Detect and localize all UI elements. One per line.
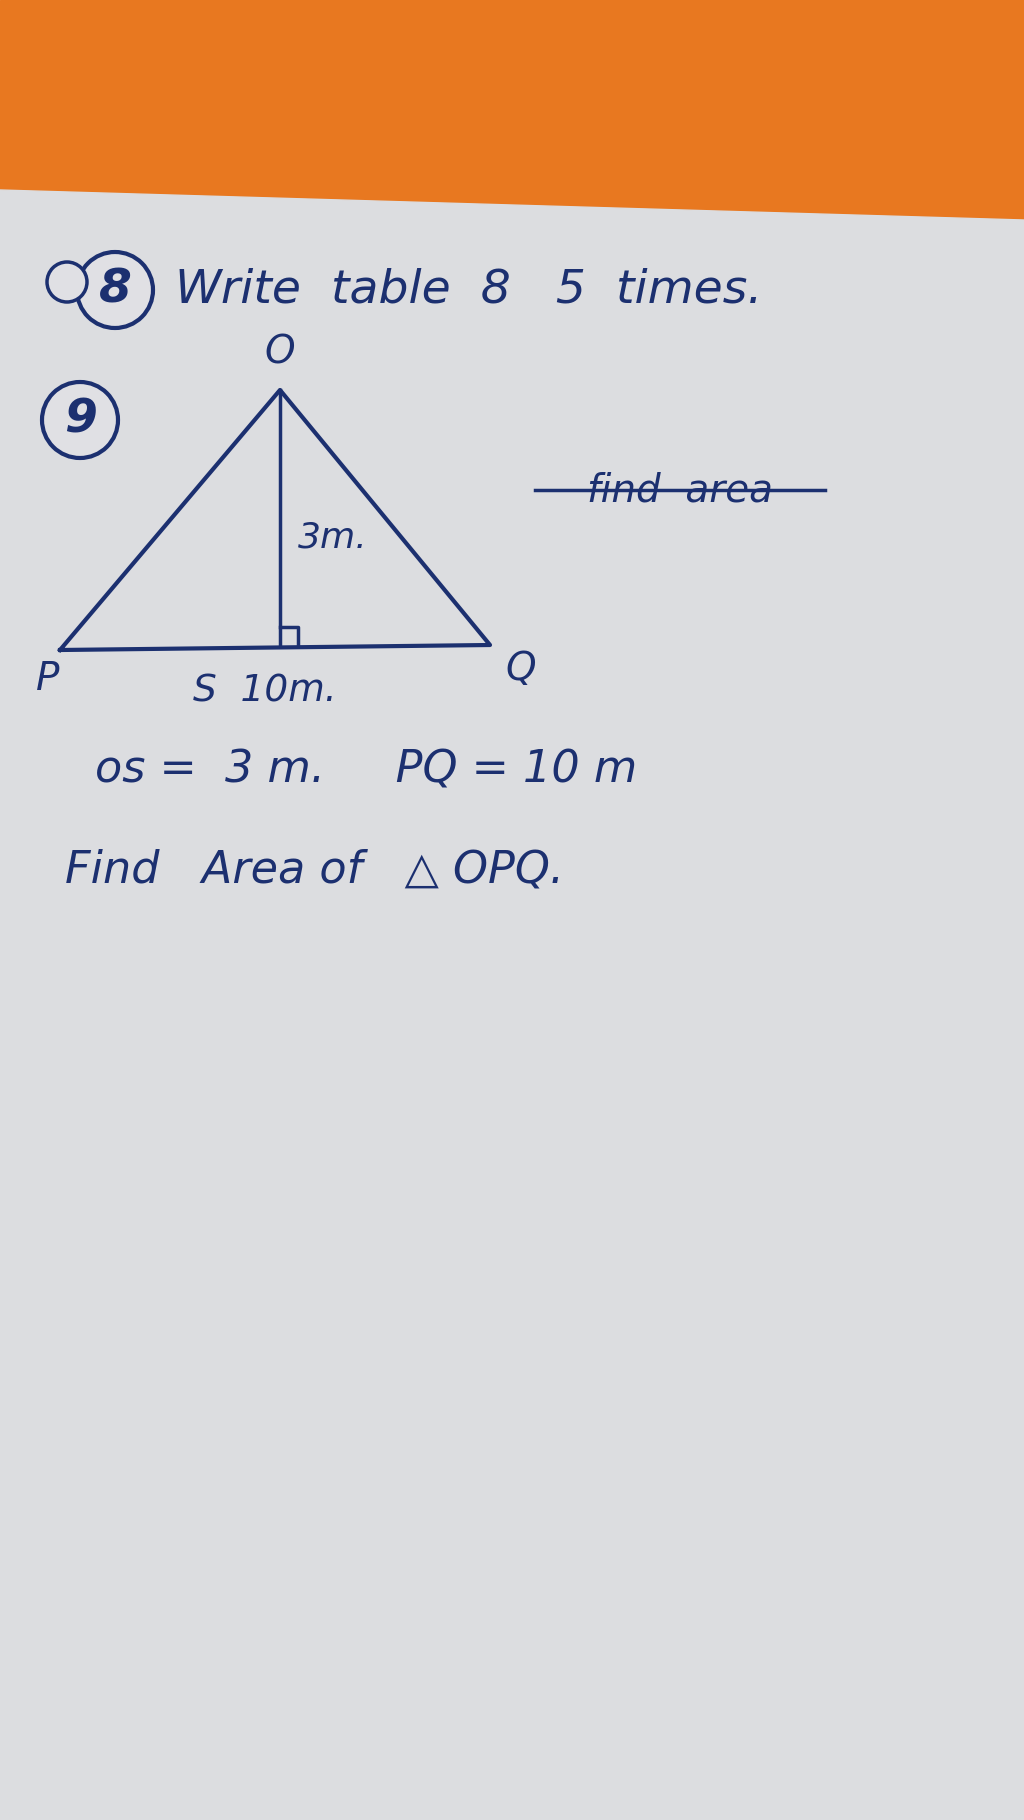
Text: P: P xyxy=(36,661,59,699)
Polygon shape xyxy=(0,189,1024,1820)
Text: Find   Area of   △ OPQ.: Find Area of △ OPQ. xyxy=(65,848,564,892)
Circle shape xyxy=(47,262,87,302)
Text: find  area: find area xyxy=(587,471,773,510)
Bar xyxy=(0,0,1024,246)
Text: Q: Q xyxy=(505,650,536,688)
Text: 8: 8 xyxy=(98,268,131,313)
Text: O: O xyxy=(264,335,295,371)
Text: os =  3 m.     PQ = 10 m: os = 3 m. PQ = 10 m xyxy=(95,748,637,792)
Text: 9: 9 xyxy=(63,397,96,442)
Text: S  10m.: S 10m. xyxy=(194,673,337,710)
Circle shape xyxy=(77,251,153,328)
Text: Write  table  8   5  times.: Write table 8 5 times. xyxy=(175,268,763,313)
Text: 3m.: 3m. xyxy=(298,521,368,555)
Bar xyxy=(0,246,1024,1820)
Circle shape xyxy=(42,382,118,459)
